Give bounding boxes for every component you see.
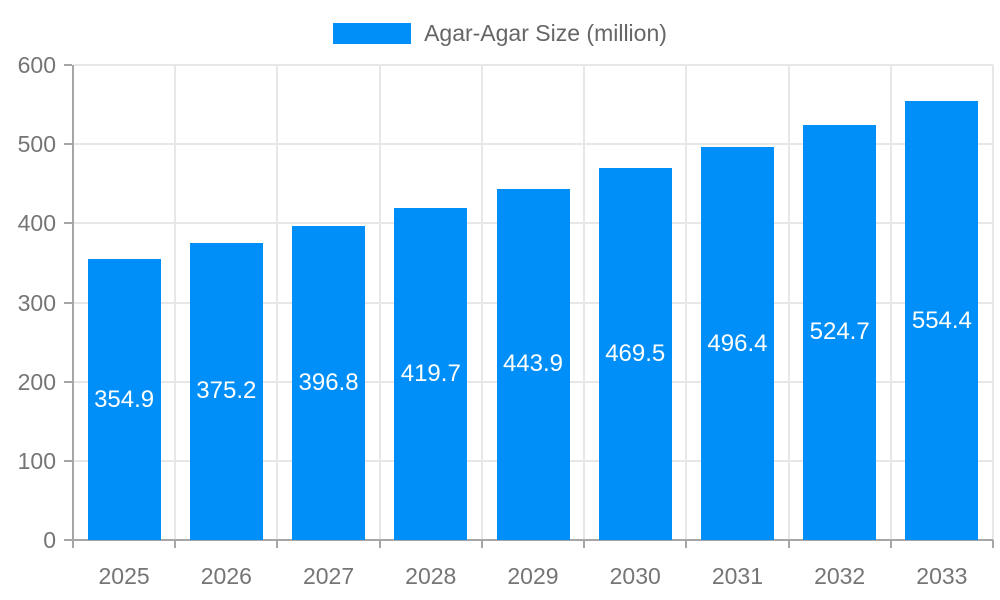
x-axis-tick	[685, 540, 688, 548]
x-axis-tick	[276, 540, 279, 548]
gridline-vertical	[583, 65, 586, 540]
y-axis-tick	[64, 301, 72, 304]
y-tick-label: 0	[43, 527, 56, 553]
gridline-vertical	[685, 65, 688, 540]
x-axis-tick	[889, 540, 892, 548]
y-tick-label: 600	[17, 52, 56, 78]
y-axis-tick	[64, 143, 72, 146]
bar	[394, 207, 468, 540]
y-axis-tick	[64, 222, 72, 225]
y-tick-label: 400	[17, 210, 56, 237]
bar-value-label: 554.4	[911, 306, 972, 334]
y-tick-label: 500	[17, 131, 56, 158]
bar-value-label: 524.7	[809, 318, 870, 346]
bar	[87, 259, 161, 540]
gridline-vertical	[992, 65, 994, 540]
bar	[803, 124, 877, 540]
y-axis-tick	[64, 380, 72, 383]
y-tick-label: 300	[17, 289, 56, 316]
y-tick-label: 200	[17, 368, 56, 395]
y-axis-line	[72, 65, 74, 542]
x-axis-tick	[787, 540, 790, 548]
x-tick-label: 2030	[609, 563, 661, 589]
bar	[292, 225, 366, 540]
gridline-vertical	[174, 65, 177, 540]
x-tick-label: 2032	[814, 563, 866, 589]
bar-value-label: 354.9	[94, 385, 155, 413]
x-axis-tick	[174, 540, 177, 548]
bar-value-label: 496.4	[707, 329, 768, 357]
bar-value-label: 443.9	[502, 350, 564, 378]
bar	[598, 168, 672, 540]
x-tick-label: 2033	[916, 563, 968, 589]
x-axis-tick	[378, 540, 381, 548]
x-tick-label: 2028	[405, 563, 457, 589]
y-tick-label: 100	[17, 447, 56, 474]
bar-value-label: 375.2	[196, 377, 257, 405]
legend-label: Agar-Agar Size (million)	[424, 20, 667, 46]
gridline-vertical	[480, 65, 483, 540]
y-axis-tick	[64, 64, 72, 66]
legend-item[interactable]: Agar-Agar Size (million)	[0, 20, 1000, 47]
y-axis-tick	[64, 539, 72, 541]
x-axis-tick	[72, 540, 74, 548]
x-axis-tick	[480, 540, 483, 548]
legend-swatch	[333, 23, 412, 44]
x-tick-label: 2031	[711, 563, 764, 589]
bar-value-label: 419.7	[400, 359, 461, 387]
bar	[496, 188, 570, 540]
bar	[700, 147, 774, 540]
x-tick-label: 2025	[98, 563, 150, 589]
x-axis-tick	[992, 540, 994, 548]
bar-value-label: 396.8	[298, 368, 359, 396]
x-tick-label: 2029	[507, 563, 559, 589]
gridline-horizontal	[73, 143, 993, 146]
x-axis-tick	[583, 540, 586, 548]
gridline-vertical	[787, 65, 790, 540]
x-tick-label: 2026	[200, 563, 252, 589]
y-axis-tick	[64, 459, 72, 462]
gridline-vertical	[378, 65, 381, 540]
gridline-horizontal	[73, 64, 993, 66]
bar	[905, 101, 979, 540]
x-axis-line	[64, 539, 993, 541]
bar-value-label: 469.5	[605, 340, 666, 368]
x-tick-label: 2027	[302, 563, 355, 589]
gridline-vertical	[276, 65, 279, 540]
gridline-vertical	[889, 65, 892, 540]
bar	[189, 242, 263, 540]
